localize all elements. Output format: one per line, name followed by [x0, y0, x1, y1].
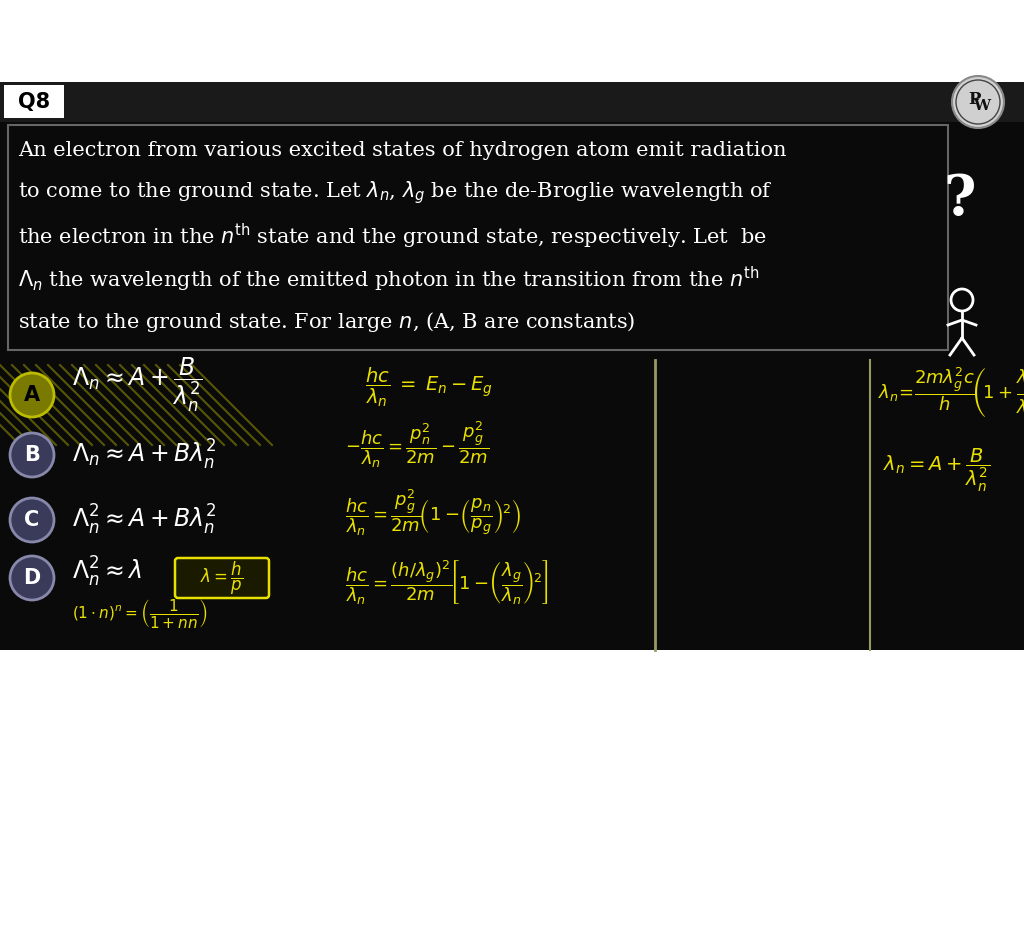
Text: $\dfrac{hc}{\lambda_n} = \dfrac{p_g^2}{2m}\!\left(1 - \!\left(\dfrac{p_n}{p_g}\r: $\dfrac{hc}{\lambda_n} = \dfrac{p_g^2}{2… — [345, 487, 521, 538]
Circle shape — [10, 556, 54, 600]
Text: $\Lambda_n \approx A + B\lambda_n^2$: $\Lambda_n \approx A + B\lambda_n^2$ — [72, 438, 217, 472]
FancyBboxPatch shape — [175, 558, 269, 598]
Circle shape — [952, 76, 1004, 128]
Circle shape — [10, 498, 54, 542]
Circle shape — [10, 433, 54, 477]
Text: $\Lambda_n^2 \approx \lambda$: $\Lambda_n^2 \approx \lambda$ — [72, 555, 142, 589]
Text: An electron from various excited states of hydrogen atom emit radiation: An electron from various excited states … — [18, 141, 786, 159]
Text: $\Lambda_n$ the wavelength of the emitted photon in the transition from the $n^{: $\Lambda_n$ the wavelength of the emitte… — [18, 265, 759, 293]
Text: the electron in the $n^{\rm th}$ state and the ground state, respectively. Let  : the electron in the $n^{\rm th}$ state a… — [18, 221, 767, 251]
Text: to come to the ground state. Let $\lambda_n$, $\lambda_g$ be the de-Broglie wave: to come to the ground state. Let $\lambd… — [18, 179, 773, 206]
FancyBboxPatch shape — [8, 125, 948, 350]
Text: W: W — [974, 99, 990, 113]
FancyBboxPatch shape — [4, 85, 63, 118]
Text: C: C — [25, 510, 40, 530]
Text: state to the ground state. For large $n$, (A, B are constants): state to the ground state. For large $n$… — [18, 310, 636, 334]
Text: $-\dfrac{hc}{\lambda_n} = \dfrac{p_n^2}{2m} - \dfrac{p_g^2}{2m}$: $-\dfrac{hc}{\lambda_n} = \dfrac{p_n^2}{… — [345, 420, 489, 470]
Text: $\lambda = \dfrac{h}{p}$: $\lambda = \dfrac{h}{p}$ — [201, 560, 244, 597]
FancyBboxPatch shape — [0, 82, 1024, 650]
Text: $\dfrac{hc}{\lambda_n} = \dfrac{(h/\lambda_g)^2}{2m}\!\left[1 - \!\left(\dfrac{\: $\dfrac{hc}{\lambda_n} = \dfrac{(h/\lamb… — [345, 559, 549, 608]
Text: ?: ? — [944, 172, 976, 228]
Text: $(1 \cdot n)^n = \left(\dfrac{1}{1+nn}\right)$: $(1 \cdot n)^n = \left(\dfrac{1}{1+nn}\r… — [72, 597, 208, 630]
Text: Q8: Q8 — [18, 92, 50, 112]
Text: $\Lambda_n^2 \approx A + B\lambda_n^2$: $\Lambda_n^2 \approx A + B\lambda_n^2$ — [72, 503, 217, 537]
Circle shape — [10, 373, 54, 417]
Text: B: B — [24, 445, 40, 465]
Text: P: P — [968, 91, 980, 107]
Text: $\lambda_n \!=\! \dfrac{2m\lambda_g^2 c}{h}\!\left(\!1 + \dfrac{\lambda_g^2}{\la: $\lambda_n \!=\! \dfrac{2m\lambda_g^2 c}… — [878, 365, 1024, 421]
Text: $\dfrac{hc}{\lambda_n} \;=\; E_n - E_g$: $\dfrac{hc}{\lambda_n} \;=\; E_n - E_g$ — [365, 365, 493, 409]
Text: $\lambda_n = A + \dfrac{B}{\lambda_n^2}$: $\lambda_n = A + \dfrac{B}{\lambda_n^2}$ — [883, 447, 990, 494]
FancyBboxPatch shape — [0, 82, 1024, 122]
Text: D: D — [24, 568, 41, 588]
Text: A: A — [24, 385, 40, 405]
Text: $\Lambda_n \approx A + \dfrac{B}{\lambda_n^2}$: $\Lambda_n \approx A + \dfrac{B}{\lambda… — [72, 355, 203, 414]
